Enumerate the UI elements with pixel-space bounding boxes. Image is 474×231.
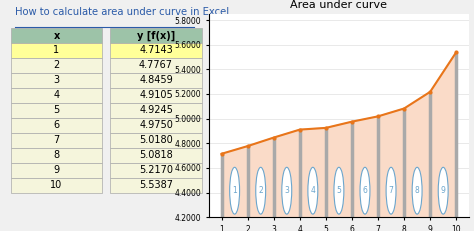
Bar [110, 43, 202, 58]
Bar [11, 163, 102, 178]
Polygon shape [300, 128, 326, 217]
Polygon shape [430, 52, 456, 217]
Text: 4.9750: 4.9750 [139, 120, 173, 130]
Text: 2: 2 [54, 60, 60, 70]
Bar [11, 103, 102, 118]
Circle shape [386, 167, 396, 214]
Text: How to calculate area under curve in Excel: How to calculate area under curve in Exc… [15, 7, 229, 17]
Text: 4.9105: 4.9105 [139, 90, 173, 100]
Polygon shape [352, 116, 378, 217]
Bar [11, 58, 102, 73]
Bar [11, 148, 102, 163]
Circle shape [230, 167, 239, 214]
Text: x: x [54, 31, 60, 41]
Text: 10: 10 [50, 180, 63, 190]
Text: 7: 7 [389, 186, 393, 195]
Text: 9: 9 [54, 165, 60, 175]
Bar [11, 88, 102, 103]
Text: 3: 3 [54, 75, 60, 85]
Title: Area under curve: Area under curve [291, 0, 387, 10]
Text: 3: 3 [284, 186, 289, 195]
Text: 1: 1 [232, 186, 237, 195]
Text: y [f(x)]: y [f(x)] [137, 31, 175, 41]
Text: 2: 2 [258, 186, 263, 195]
Polygon shape [326, 122, 352, 217]
Bar [11, 43, 102, 58]
Text: 1: 1 [54, 45, 60, 55]
Polygon shape [247, 138, 274, 217]
Bar [11, 28, 102, 43]
Circle shape [360, 167, 370, 214]
Circle shape [412, 167, 422, 214]
Bar [110, 163, 202, 178]
Text: 8: 8 [54, 150, 60, 160]
Text: 5.0180: 5.0180 [139, 135, 173, 145]
Circle shape [256, 167, 265, 214]
Bar [110, 28, 202, 43]
Text: 4: 4 [54, 90, 60, 100]
Text: 4.7767: 4.7767 [139, 60, 173, 70]
Bar [11, 118, 102, 133]
Bar [110, 178, 202, 193]
Polygon shape [274, 130, 300, 217]
Circle shape [308, 167, 318, 214]
Circle shape [282, 167, 292, 214]
Text: 6: 6 [363, 186, 367, 195]
Text: 5.2170: 5.2170 [139, 165, 173, 175]
Text: 8: 8 [415, 186, 419, 195]
Text: 4.7143: 4.7143 [139, 45, 173, 55]
Text: 5: 5 [337, 186, 341, 195]
Text: 5.5387: 5.5387 [139, 180, 173, 190]
Bar [110, 118, 202, 133]
Text: 7: 7 [54, 135, 60, 145]
Text: 4.8459: 4.8459 [139, 75, 173, 85]
Text: 9: 9 [441, 186, 446, 195]
Circle shape [334, 167, 344, 214]
Bar [110, 103, 202, 118]
Bar [11, 73, 102, 88]
Bar [110, 58, 202, 73]
Text: 4.9245: 4.9245 [139, 105, 173, 115]
Text: 6: 6 [54, 120, 60, 130]
Bar [110, 88, 202, 103]
Bar [110, 133, 202, 148]
Bar [11, 133, 102, 148]
Polygon shape [221, 146, 247, 217]
Polygon shape [378, 109, 404, 217]
Bar [110, 148, 202, 163]
Text: 5: 5 [54, 105, 60, 115]
Bar [110, 73, 202, 88]
Bar [11, 178, 102, 193]
Text: 4: 4 [310, 186, 315, 195]
Polygon shape [404, 92, 430, 217]
Circle shape [438, 167, 448, 214]
Text: 5.0818: 5.0818 [139, 150, 173, 160]
